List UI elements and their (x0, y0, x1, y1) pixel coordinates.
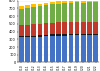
Bar (93, 2, 98, 23)
Bar (93, 23, 98, 34)
Bar (25, 8, 30, 25)
Bar (81, 34, 86, 35)
Bar (31, 7, 36, 24)
Bar (19, 36, 24, 37)
Bar (19, 9, 24, 25)
Bar (19, 37, 24, 62)
Bar (68, 34, 73, 35)
Bar (38, 35, 42, 37)
Bar (93, 0, 98, 2)
Bar (68, 3, 73, 22)
Bar (19, 25, 24, 36)
Bar (87, 0, 92, 2)
Bar (68, 35, 73, 62)
Bar (38, 6, 42, 24)
Bar (87, 35, 92, 62)
Bar (75, 34, 79, 35)
Bar (50, 2, 55, 4)
Bar (31, 37, 36, 62)
Bar (75, 0, 79, 2)
Bar (93, 34, 98, 35)
Bar (25, 37, 30, 62)
Bar (87, 34, 92, 35)
Bar (62, 34, 67, 36)
Bar (38, 24, 42, 35)
Bar (75, 2, 79, 22)
Bar (62, 36, 67, 62)
Bar (87, 23, 92, 34)
Bar (50, 34, 55, 36)
Bar (19, 6, 24, 9)
Bar (44, 5, 48, 23)
Bar (81, 23, 86, 34)
Bar (56, 36, 61, 62)
Bar (25, 5, 30, 8)
Bar (31, 36, 36, 37)
Bar (62, 3, 67, 23)
Bar (31, 24, 36, 36)
Bar (81, 35, 86, 62)
Bar (50, 4, 55, 23)
Bar (56, 34, 61, 36)
Bar (44, 35, 48, 36)
Bar (25, 25, 30, 36)
Bar (81, 0, 86, 3)
Bar (44, 36, 48, 62)
Bar (75, 22, 79, 34)
Bar (93, 35, 98, 62)
Bar (44, 23, 48, 35)
Bar (44, 3, 48, 5)
Bar (50, 23, 55, 34)
Bar (56, 1, 61, 4)
Bar (25, 36, 30, 37)
Bar (50, 36, 55, 62)
Bar (38, 4, 42, 6)
Bar (68, 22, 73, 34)
Bar (56, 23, 61, 34)
Bar (62, 23, 67, 34)
Bar (75, 35, 79, 62)
Bar (81, 3, 86, 23)
Bar (62, 0, 67, 3)
Bar (38, 37, 42, 62)
Bar (68, 0, 73, 3)
Bar (56, 4, 61, 23)
Bar (31, 4, 36, 7)
Bar (87, 2, 92, 23)
